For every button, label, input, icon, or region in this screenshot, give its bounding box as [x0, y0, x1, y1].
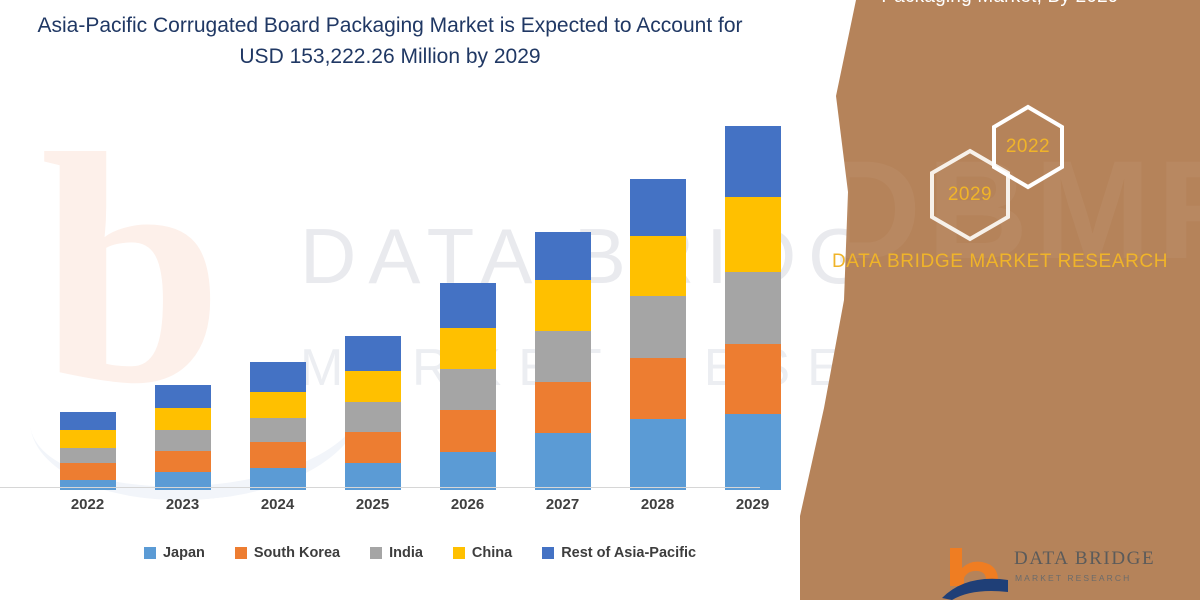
bar-segment-china [724, 196, 781, 272]
legend-item[interactable]: India [370, 545, 423, 561]
bar-segment-rest-of-asia-pacific [629, 179, 686, 237]
hexagon-icon [992, 104, 1064, 190]
legend-item[interactable]: China [452, 545, 513, 561]
bar-segment-south-korea [59, 463, 116, 480]
x-axis-labels: 2022 2023 2024 2025 2026 2027 2028 2029 [40, 496, 800, 524]
logo-text: DATA BRIDGE [1014, 548, 1156, 569]
bar-segment-rest-of-asia-pacific [59, 412, 116, 431]
hexagon-start-year: 2022 [990, 104, 1066, 190]
x-axis-label: 2027 [545, 496, 580, 513]
legend-item[interactable]: South Korea [234, 545, 341, 561]
bar-segment-japan [629, 418, 686, 490]
bar-segment-china [439, 327, 496, 370]
bar-segment-rest-of-asia-pacific [249, 361, 306, 392]
legend-label: South Korea [253, 545, 341, 561]
chart-plot-area [40, 110, 800, 490]
bar-segment-rest-of-asia-pacific [154, 384, 211, 409]
x-axis-label: 2029 [735, 496, 770, 513]
bar-segment-china [344, 370, 401, 403]
bar-column [439, 110, 496, 490]
bar-segment-japan [154, 472, 211, 490]
bar-column [534, 110, 591, 490]
bar-segment-china [534, 280, 591, 331]
bar-segment-china [629, 236, 686, 296]
company-logo: DATA BRIDGE MARKET RESEARCH [940, 540, 1190, 600]
bar-segment-india [534, 330, 591, 383]
hexagon-start-year-label: 2022 [1005, 136, 1051, 157]
bar-segment-india [344, 402, 401, 433]
bar-segment-japan [249, 468, 306, 490]
bar-segment-india [249, 417, 306, 443]
stacked-bar-chart [40, 110, 800, 490]
legend-item[interactable]: Japan [143, 545, 205, 561]
bar-segment-japan [439, 451, 496, 490]
bar-segment-south-korea [344, 432, 401, 464]
bar-segment-china [249, 391, 306, 418]
brand-panel: DBMR Packaging Market, By 2029 2029 2022… [800, 0, 1200, 600]
bar-column [59, 110, 116, 490]
bar-column [344, 110, 401, 490]
legend-swatch-icon [370, 547, 383, 559]
bar-segment-south-korea [249, 442, 306, 469]
x-axis-label: 2025 [355, 496, 390, 513]
hexagon-end-year-label: 2029 [947, 184, 993, 205]
legend-swatch-icon [542, 547, 555, 559]
x-axis-label: 2028 [640, 496, 675, 513]
bar-column [629, 110, 686, 490]
brand-panel-background [800, 0, 1200, 600]
legend-label: Japan [162, 545, 205, 561]
bar-column [724, 110, 781, 490]
bar-segment-india [439, 369, 496, 411]
x-axis-label: 2024 [260, 496, 295, 513]
bar-segment-south-korea [534, 382, 591, 434]
bar-segment-india [154, 430, 211, 451]
bar-segment-south-korea [439, 410, 496, 452]
bar-segment-japan [724, 413, 781, 490]
bar-column [154, 110, 211, 490]
legend-swatch-icon [143, 547, 156, 559]
x-axis-label: 2022 [70, 496, 105, 513]
bar-segment-rest-of-asia-pacific [724, 126, 781, 197]
databridge-b-icon [942, 548, 1008, 600]
legend-item[interactable]: Rest of Asia-Pacific [542, 545, 696, 561]
bar-segment-south-korea [154, 450, 211, 473]
bar-segment-south-korea [724, 344, 781, 414]
bar-segment-rest-of-asia-pacific [534, 231, 591, 281]
chart-legend: Japan South Korea India China Rest of Asia-P… [60, 541, 780, 565]
bar-segment-rest-of-asia-pacific [439, 283, 496, 328]
bar-segment-japan [534, 433, 591, 490]
bar-segment-japan [59, 479, 116, 490]
legend-label: Rest of Asia-Pacific [561, 545, 697, 561]
bar-segment-china [59, 430, 116, 448]
bar-column [249, 110, 306, 490]
legend-label: China [471, 545, 513, 561]
x-axis-label: 2026 [450, 496, 485, 513]
bar-segment-india [724, 272, 781, 345]
legend-swatch-icon [234, 547, 247, 559]
x-axis-label: 2023 [165, 496, 200, 513]
bar-segment-south-korea [629, 357, 686, 419]
legend-swatch-icon [452, 547, 465, 559]
bar-segment-china [154, 408, 211, 431]
bar-segment-rest-of-asia-pacific [344, 336, 401, 371]
bar-segment-india [59, 447, 116, 464]
bar-segment-japan [344, 463, 401, 490]
x-axis-line [0, 487, 760, 488]
panel-title: Packaging Market, By 2029 [800, 0, 1200, 10]
logo-tagline: MARKET RESEARCH [1015, 573, 1132, 583]
bar-segment-india [629, 295, 686, 358]
page-title: Asia-Pacific Corrugated Board Packaging … [37, 14, 743, 68]
brand-name: DATA BRIDGE MARKET RESEARCH [831, 251, 1169, 272]
legend-label: India [389, 545, 423, 561]
